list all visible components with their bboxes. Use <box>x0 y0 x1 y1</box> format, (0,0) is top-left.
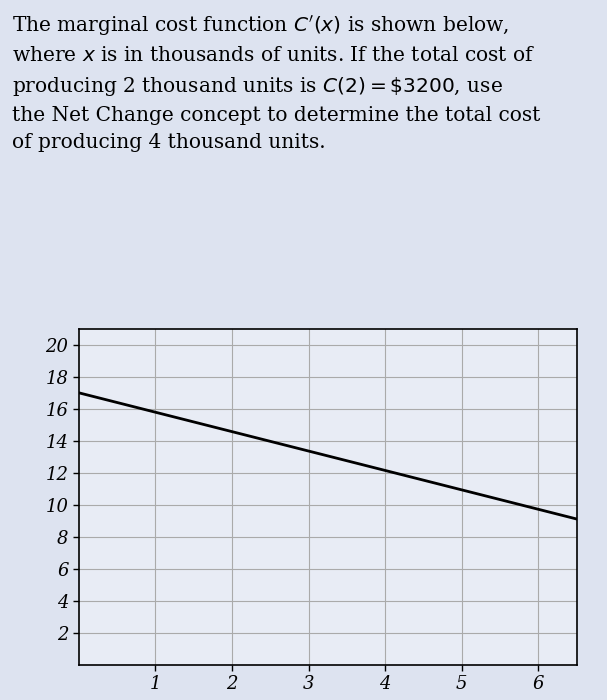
Text: The marginal cost function $C'(x)$ is shown below,
where $x$ is in thousands of : The marginal cost function $C'(x)$ is sh… <box>12 14 540 152</box>
